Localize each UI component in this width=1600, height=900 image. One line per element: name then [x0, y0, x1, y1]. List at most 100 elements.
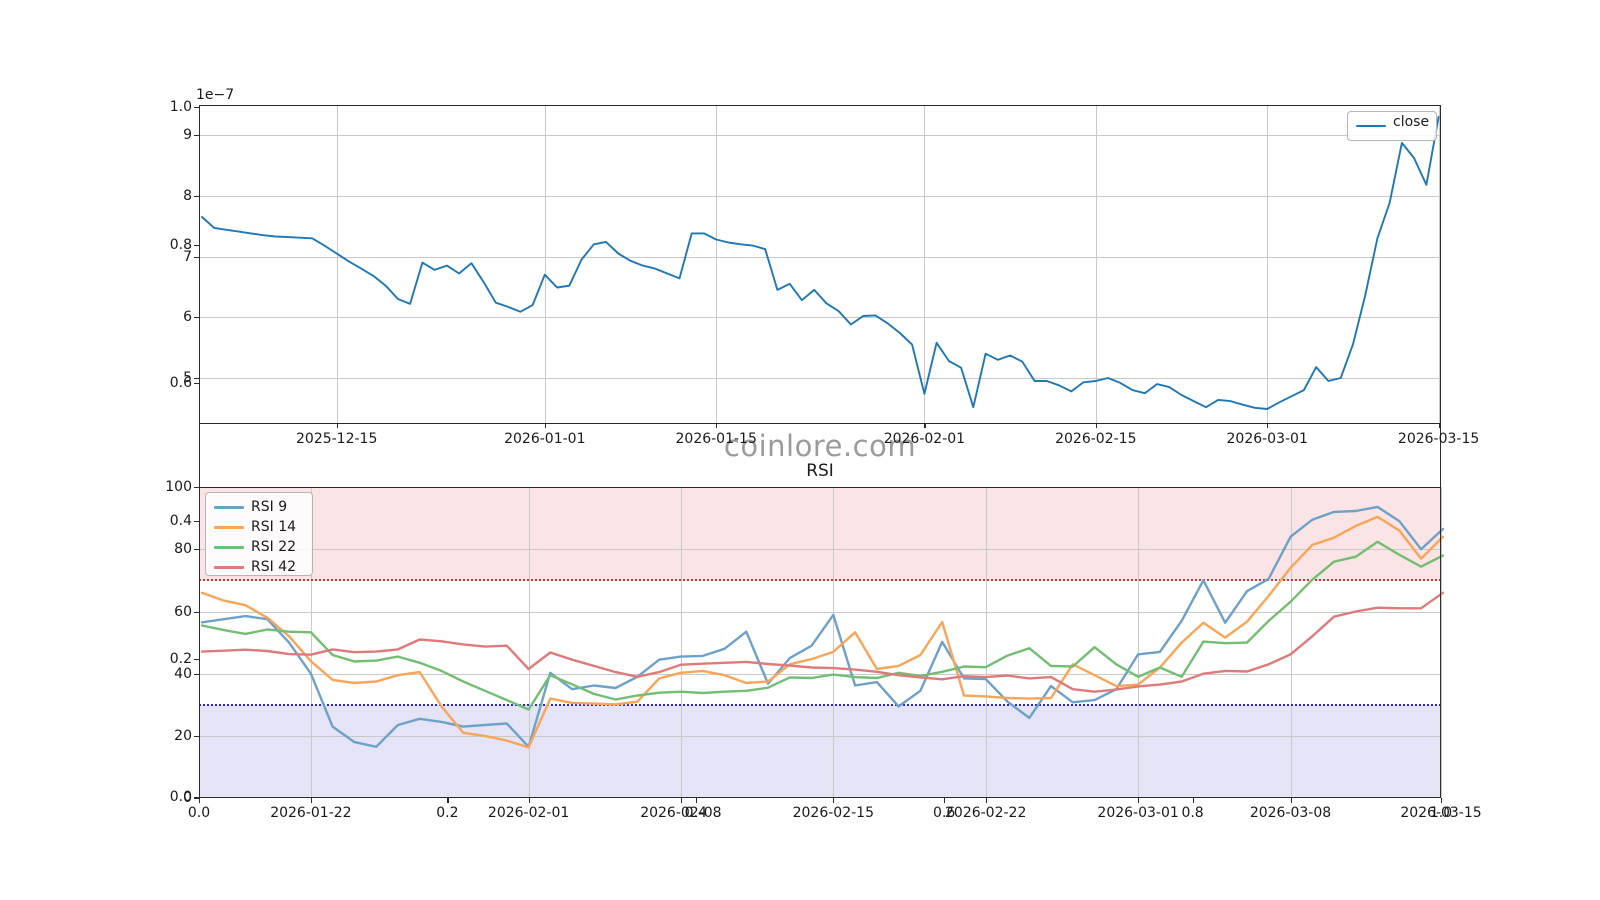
rsi-x-gridline [680, 487, 682, 798]
oversold-band [199, 705, 1441, 798]
rsi-y-tick-label: 40 [174, 665, 192, 682]
rsi-legend: RSI 9 RSI 14 RSI 22 RSI 42 [205, 492, 313, 576]
rsi-y-tick-label: 100 [165, 479, 192, 495]
price-y-tick-label: 7 [183, 248, 192, 265]
price-x-gridline [336, 105, 338, 423]
rsi-y-tick [194, 487, 199, 489]
price-y-tick [194, 135, 199, 137]
rsi-x-tick-label: 2026-02-22 [945, 805, 1027, 821]
rsi-y-tick [194, 549, 199, 551]
rsi-x-tick-label: 2026-02-08 [640, 805, 722, 821]
price-x-gridline [1267, 105, 1269, 423]
overlay-x-tick-label: 0.4 [684, 805, 707, 821]
legend-item-rsi42: RSI 42 [206, 557, 312, 577]
rsi-x-tick [310, 798, 313, 803]
price-x-tick [924, 423, 926, 428]
rsi-x-tick-label: 2026-03-01 [1097, 805, 1179, 821]
rsi-x-tick [833, 798, 835, 803]
overlay-y-tick [194, 245, 199, 247]
price-chart-bottom-spine [199, 423, 1441, 425]
overlay-x-tick-label: 1.0 [1429, 805, 1453, 821]
rsi42-legend-label: RSI 42 [251, 559, 297, 575]
rsi-y-tick-label: 80 [174, 541, 192, 558]
rsi-y-tick [194, 611, 199, 613]
rsi-x-gridline [1138, 487, 1140, 798]
price-y-tick-label: 6 [183, 309, 192, 326]
price-x-tick [1267, 423, 1269, 428]
price-x-tick [1438, 423, 1440, 428]
overlay-y-tick [194, 521, 199, 523]
rsi-y-gridline [199, 673, 1441, 675]
price-y-tick [194, 256, 199, 258]
rsi-x-tick [528, 798, 530, 803]
rsi-y-tick-label: 20 [174, 727, 192, 744]
price-x-tick [544, 423, 546, 428]
price-x-gridline [1438, 105, 1440, 423]
rsi-y-tick [194, 798, 199, 800]
legend-item-rsi9: RSI 9 [206, 497, 312, 517]
rsi-y-tick-label: 60 [174, 603, 192, 620]
price-x-tick-label: 2026-01-01 [504, 431, 586, 447]
price-y-tick-label: 9 [183, 127, 192, 143]
oversold-threshold-line [199, 704, 1441, 706]
close-line [201, 115, 1440, 410]
rsi-x-gridline [1441, 487, 1442, 798]
rsi-y-gridline [199, 735, 1441, 737]
price-y-gridline [199, 135, 1441, 136]
rsi22-line-swatch [214, 546, 244, 549]
price-x-tick-label: 2026-03-01 [1226, 431, 1308, 447]
overbought-threshold-line [199, 579, 1441, 581]
price-y-gridline [199, 378, 1441, 379]
rsi14-legend-label: RSI 14 [251, 519, 297, 535]
price-x-gridline [1095, 105, 1097, 423]
rsi-x-tick-label: 2026-01-22 [270, 805, 352, 821]
rsi14-line-swatch [214, 526, 244, 529]
overlay-x-tick [1192, 798, 1194, 803]
rsi22-legend-label: RSI 22 [251, 539, 297, 555]
rsi-x-tick-label: 2026-03-08 [1249, 805, 1332, 821]
rsi-x-tick [985, 798, 987, 803]
overlay-x-tick-label: 0.6 [933, 805, 956, 821]
overlay-y-tick-label: 0.0 [169, 789, 192, 805]
rsi42-line-swatch [214, 566, 244, 569]
close-line-swatch [1356, 124, 1386, 128]
rsi-x-gridline [833, 487, 835, 798]
price-legend: close [1347, 111, 1437, 141]
overlay-y-tick-label: 0.6 [169, 375, 192, 391]
rsi9-legend-label: RSI 9 [251, 499, 288, 515]
overlay-y-tick-label: 1.0 [169, 99, 192, 115]
rsi-chart-top-spine [199, 487, 1441, 489]
rsi-x-gridline [985, 487, 987, 798]
rsi-y-tick [194, 735, 199, 738]
legend-item-rsi14: RSI 14 [206, 517, 312, 537]
price-y-tick [194, 195, 199, 197]
overlay-x-tick-label: 0.0 [187, 805, 211, 821]
overlay-x-tick-label: 0.8 [1181, 805, 1204, 821]
overlay-x-tick [695, 798, 697, 803]
rsi-x-tick [680, 798, 683, 803]
y-axis-offset-label: 1e−7 [196, 87, 235, 103]
price-x-tick-label: 2026-02-15 [1055, 431, 1137, 447]
overlay-y-tick [194, 797, 199, 799]
rsi-x-tick [1290, 798, 1292, 803]
rsi-y-gridline [199, 549, 1441, 551]
price-x-tick [336, 423, 338, 428]
price-y-tick-label: 5 [183, 370, 192, 386]
price-x-tick [1095, 423, 1097, 428]
rsi-x-gridline [528, 487, 530, 798]
price-x-tick-label: 2025-12-15 [296, 431, 378, 447]
price-x-tick-label: 2026-01-15 [675, 431, 757, 447]
legend-item-rsi22: RSI 22 [206, 537, 312, 557]
rsi-x-tick [1138, 798, 1140, 803]
price-y-gridline [199, 195, 1441, 197]
overlay-y-tick-label: 0.8 [169, 237, 192, 253]
overlay-y-tick-label: 0.2 [169, 651, 192, 667]
price-y-tick-label: 8 [183, 187, 192, 204]
rsi-x-tick-label: 2026-03-15 [1400, 805, 1482, 821]
rsi42-line [200, 591, 1445, 693]
overlay-y-tick [194, 383, 199, 385]
overlay-x-tick [447, 798, 449, 803]
price-y-gridline [199, 317, 1441, 319]
overlay-y-tick [194, 107, 199, 109]
overlay-y-tick-label: 0.4 [169, 513, 192, 529]
